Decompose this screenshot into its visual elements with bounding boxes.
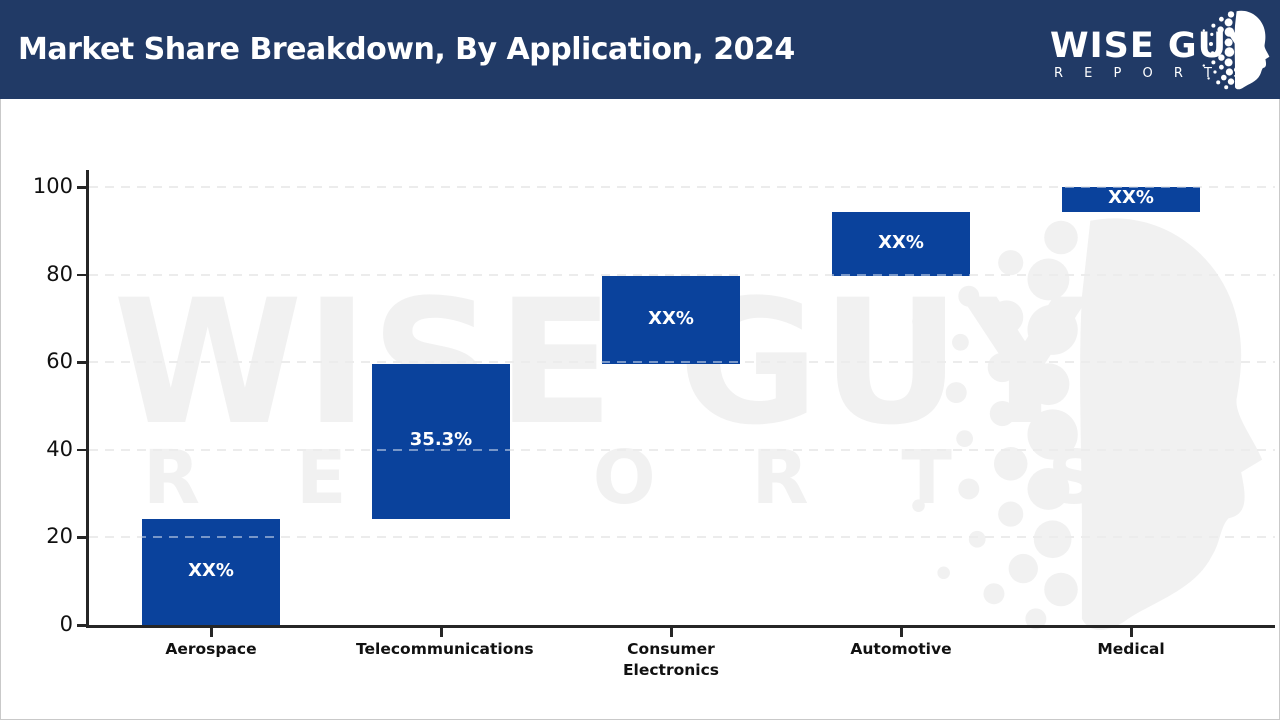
bar-medical [1062,187,1200,212]
x-tick-label-line: Medical [1097,640,1165,658]
bar-value-label: XX% [188,559,234,581]
bar-value-label: XX% [648,308,694,330]
bar-value-label: XX% [878,232,924,254]
bar-automotive [832,211,970,277]
page-title: Market Share Breakdown, By Application, … [18,32,795,67]
dot-head-logo-icon [1201,10,1270,90]
x-tick-label-line: Aerospace [165,640,257,658]
x-tick-mark [1130,628,1133,637]
x-tick-mark [900,628,903,637]
gridline-overlay [89,361,1275,364]
x-tick-mark [670,628,673,637]
y-axis-line [86,170,89,628]
y-tick-mark [77,536,86,539]
x-tick-label: Aerospace [126,639,296,660]
y-tick-label: 20 [46,524,73,549]
x-tick-label: Medical [1046,639,1216,660]
bar-consumer-electronics [602,276,740,364]
bar-aerospace [142,518,280,625]
x-tick-label: Automotive [816,639,986,660]
x-tick-label-line: Electronics [622,660,720,679]
watermark-subtext: REPORTS [143,435,1198,521]
gridline [89,273,1275,276]
y-tick-label: 0 [59,612,73,636]
y-tick-label: 60 [46,349,73,374]
logo-subtext: R E P O R T S [1054,66,1250,81]
gridline [89,186,1275,188]
wise-guy-reports-logo: WISE GUY R E P O R T S [1012,6,1272,94]
gridline-overlay [89,536,1275,539]
x-tick-label: Telecommunications [356,639,534,660]
y-tick-mark [77,361,86,364]
x-tick-label-line: Automotive [850,640,952,658]
y-tick-label: 100 [32,174,73,198]
y-tick-mark [77,624,86,627]
x-tick-mark [440,628,443,637]
header-band: Market Share Breakdown, By Application, … [0,0,1280,99]
y-tick-label: 80 [46,261,73,286]
y-tick-label: 40 [46,436,73,461]
gridline-overlay [89,273,1275,276]
x-tick-label: Consumer Electronics [586,639,756,681]
x-axis-line [86,625,1275,628]
x-tick-mark [210,628,213,637]
y-tick-mark [77,186,86,189]
bar-value-label: 35.3% [409,429,473,451]
x-tick-label-line: Telecommunications [356,640,534,658]
y-tick-mark [77,448,86,452]
gridline-overlay [89,448,1275,451]
x-tick-label-line: Consumer [627,640,715,658]
y-tick-mark [77,273,86,277]
gridline [89,536,1275,539]
gridline [89,448,1275,451]
bar-value-label: XX% [1108,187,1154,209]
chart-card: WISE GUY REPORTS XX%35.3%XX%XX%XX% 02040… [0,99,1280,720]
bar-telecommunications [372,363,510,519]
gridline-overlay [89,186,1275,188]
